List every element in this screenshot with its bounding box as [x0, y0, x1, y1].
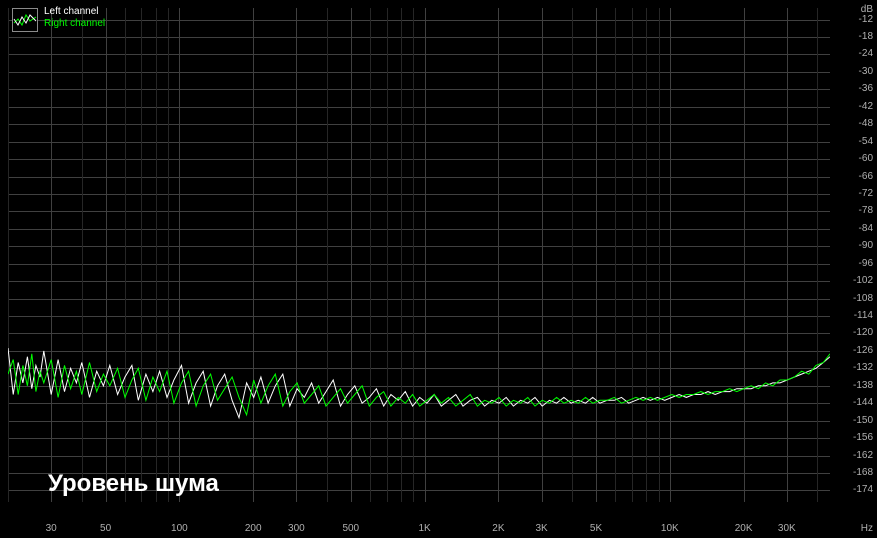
- y-tick-label: -162: [853, 450, 873, 461]
- x-tick-label: 50: [100, 523, 111, 534]
- x-tick-label: 100: [171, 523, 188, 534]
- y-tick-label: -66: [859, 171, 873, 182]
- y-tick-label: -72: [859, 188, 873, 199]
- x-tick-label: 500: [342, 523, 359, 534]
- legend-icon: [12, 8, 38, 32]
- legend-label-left: Left channel: [44, 6, 99, 17]
- y-tick-label: -36: [859, 83, 873, 94]
- y-tick-label: -168: [853, 467, 873, 478]
- y-tick-label: -126: [853, 345, 873, 356]
- y-tick-label: -174: [853, 484, 873, 495]
- x-axis-unit: Hz: [861, 523, 873, 534]
- x-tick-label: 10K: [661, 523, 679, 534]
- y-tick-label: -84: [859, 223, 873, 234]
- y-tick-label: -132: [853, 362, 873, 373]
- x-tick-label: 300: [288, 523, 305, 534]
- y-tick-label: -150: [853, 415, 873, 426]
- y-tick-label: -48: [859, 118, 873, 129]
- y-tick-label: -114: [854, 310, 873, 321]
- x-tick-label: 200: [245, 523, 262, 534]
- y-tick-label: -90: [859, 240, 873, 251]
- y-tick-label: -42: [859, 101, 873, 112]
- spectrum-plot: [8, 8, 830, 502]
- y-tick-label: -156: [853, 432, 873, 443]
- legend-label-right: Right channel: [44, 18, 105, 29]
- x-tick-label: 1K: [418, 523, 430, 534]
- y-tick-label: -78: [859, 205, 873, 216]
- y-tick-label: -30: [859, 66, 873, 77]
- y-tick-label: -18: [859, 31, 873, 42]
- x-tick-label: 30K: [778, 523, 796, 534]
- y-tick-label: -120: [853, 327, 873, 338]
- y-tick-label: -60: [859, 153, 873, 164]
- x-tick-label: 30: [46, 523, 57, 534]
- y-tick-label: -144: [853, 397, 873, 408]
- x-tick-label: 20K: [735, 523, 753, 534]
- x-tick-label: 5K: [590, 523, 602, 534]
- legend-left-channel: Left channel: [44, 6, 99, 17]
- x-tick-label: 3K: [535, 523, 547, 534]
- y-tick-label: -96: [859, 258, 873, 269]
- x-tick-label: 2K: [492, 523, 504, 534]
- series-right: [8, 354, 830, 415]
- y-tick-label: -54: [859, 136, 873, 147]
- legend-right-channel: Right channel: [44, 18, 105, 29]
- y-tick-label: -138: [853, 380, 873, 391]
- y-tick-label: -108: [853, 293, 873, 304]
- y-tick-label: -102: [853, 275, 873, 286]
- y-tick-label: -24: [859, 48, 873, 59]
- chart-title-overlay: Уровень шума: [48, 470, 219, 498]
- y-tick-label: -12: [859, 14, 873, 25]
